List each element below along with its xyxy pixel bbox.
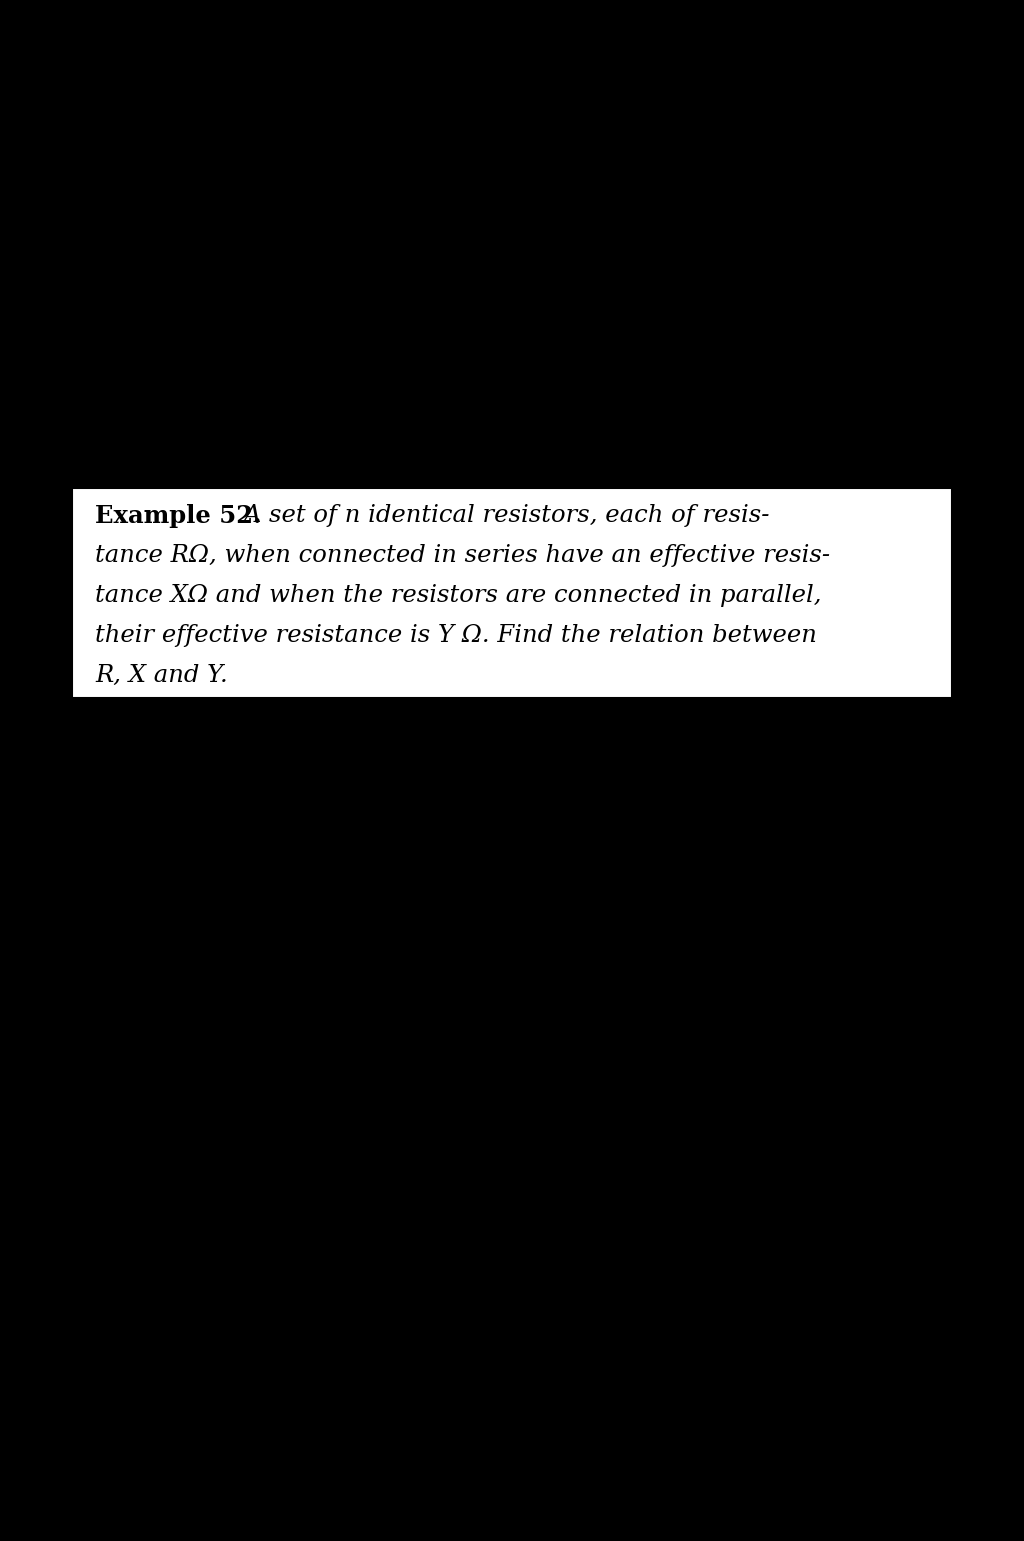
Text: their effective resistance is Y Ω. Find the relation between: their effective resistance is Y Ω. Find … [95, 624, 817, 647]
Text: tance XΩ and when the resistors are connected in parallel,: tance XΩ and when the resistors are conn… [95, 584, 821, 607]
Text: A set of n identical resistors, each of resis-: A set of n identical resistors, each of … [237, 504, 770, 527]
Text: tance RΩ, when connected in series have an effective resis-: tance RΩ, when connected in series have … [95, 544, 830, 567]
Text: R, X and Y.: R, X and Y. [95, 664, 227, 687]
FancyBboxPatch shape [72, 488, 952, 698]
Text: Example 52.: Example 52. [95, 504, 261, 529]
